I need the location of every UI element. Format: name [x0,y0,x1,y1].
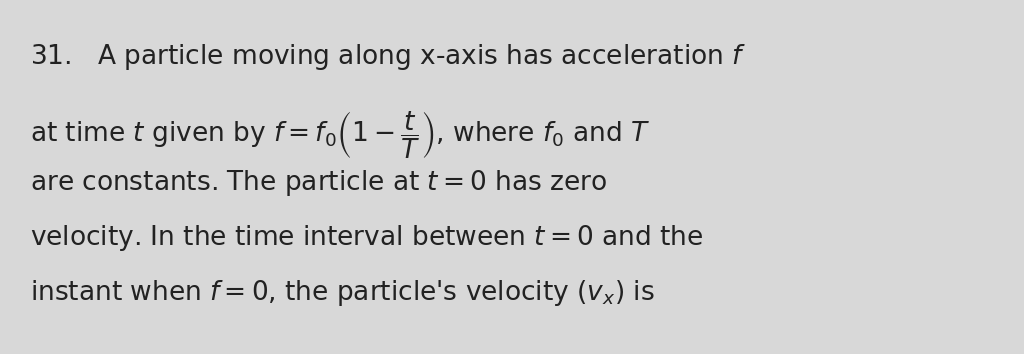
Text: 31.   A particle moving along x-axis has acceleration $f$: 31. A particle moving along x-axis has a… [30,42,746,72]
Text: velocity. In the time interval between $t = 0$ and the: velocity. In the time interval between $… [30,223,703,253]
Text: instant when $f = 0$, the particle's velocity $(v_x)$ is: instant when $f = 0$, the particle's vel… [30,278,654,308]
Text: are constants. The particle at $t = 0$ has zero: are constants. The particle at $t = 0$ h… [30,168,607,198]
Text: at time $t$ given by $f = f_0\left(1-\dfrac{t}{T}\right)$, where $f_0$ and $T$: at time $t$ given by $f = f_0\left(1-\df… [30,110,650,161]
